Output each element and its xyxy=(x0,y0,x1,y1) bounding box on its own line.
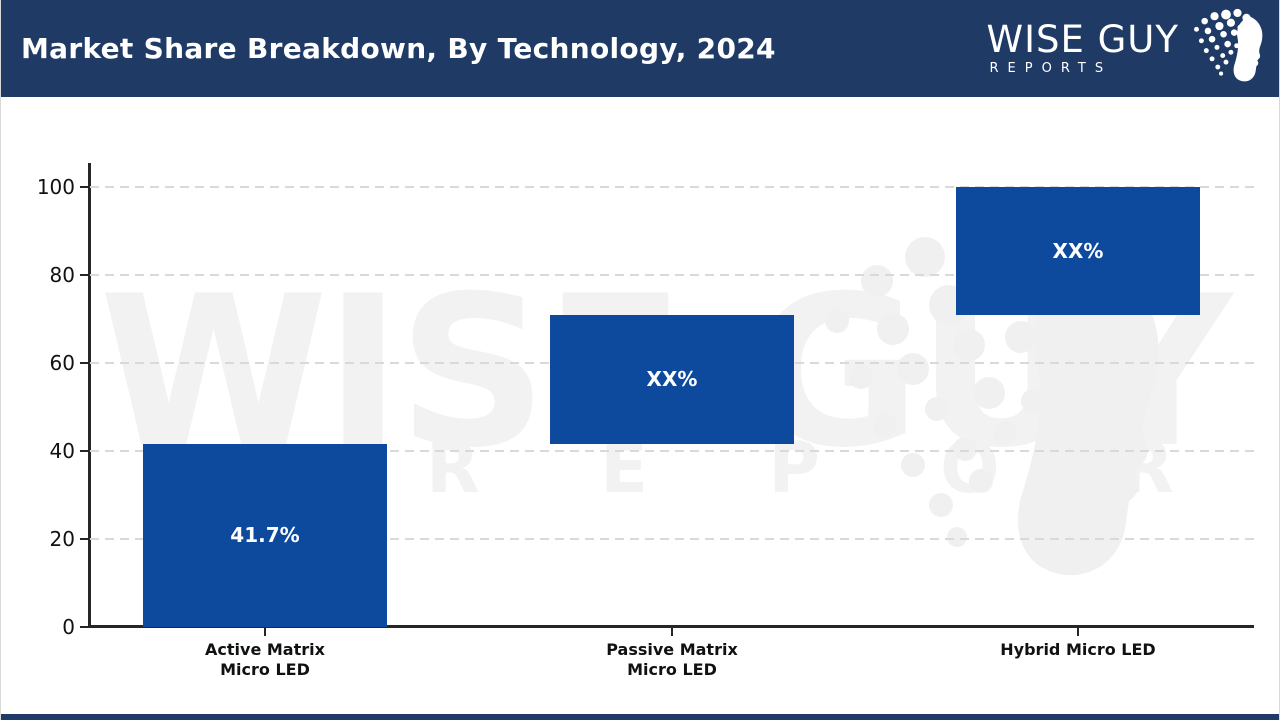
y-tick-mark xyxy=(80,274,89,276)
y-tick-label: 40 xyxy=(49,439,75,463)
brand-logo-text: WISE GUY REPORTS xyxy=(987,21,1179,76)
x-tick-label: Hybrid Micro LED xyxy=(928,640,1228,660)
y-tick-mark xyxy=(80,186,89,188)
x-tick-label-line: Hybrid Micro LED xyxy=(1000,640,1156,659)
grid-line xyxy=(90,538,1256,540)
brand-name: WISE GUY xyxy=(986,18,1179,61)
header-bar: Market Share Breakdown, By Technology, 2… xyxy=(1,0,1279,97)
grid-line xyxy=(90,274,1256,276)
plot-area: WISE GUY R E P O R T S 020406080100Activ… xyxy=(1,97,1279,714)
bar: XX% xyxy=(956,187,1200,316)
y-tick-label: 20 xyxy=(49,527,75,551)
x-tick-label-line: Active Matrix xyxy=(205,640,325,659)
page-title: Market Share Breakdown, By Technology, 2… xyxy=(21,32,776,65)
y-tick-mark xyxy=(80,450,89,452)
bar-value-label: XX% xyxy=(646,367,698,392)
x-tick-label-line: Passive Matrix xyxy=(606,640,738,659)
x-tick-mark xyxy=(264,628,266,636)
brand-face-icon xyxy=(1194,8,1263,81)
x-tick-label: Passive Matrix Micro LED xyxy=(522,640,822,680)
y-tick-mark xyxy=(80,626,89,628)
bar-value-label: 41.7% xyxy=(230,523,300,548)
y-tick-mark xyxy=(80,362,89,364)
x-tick-label: Active Matrix Micro LED xyxy=(115,640,415,680)
grid-line xyxy=(90,186,1256,188)
brand-logo: WISE GUY REPORTS xyxy=(987,7,1267,91)
bar: 41.7% xyxy=(143,443,387,627)
x-tick-mark xyxy=(1077,628,1079,636)
bar: XX% xyxy=(550,315,794,444)
y-tick-label: 80 xyxy=(49,263,75,287)
grid-line xyxy=(90,450,1256,452)
y-tick-mark xyxy=(80,538,89,540)
x-tick-label-line: Micro LED xyxy=(220,660,310,679)
y-tick-label: 60 xyxy=(49,351,75,375)
y-tick-label: 0 xyxy=(62,615,75,639)
footer-bar xyxy=(1,714,1279,720)
bar-value-label: XX% xyxy=(1052,239,1104,264)
y-axis-line xyxy=(88,163,91,627)
x-tick-label-line: Micro LED xyxy=(627,660,717,679)
y-tick-label: 100 xyxy=(36,175,75,199)
x-axis-line xyxy=(88,625,1254,628)
x-tick-mark xyxy=(671,628,673,636)
brand-subtitle: REPORTS xyxy=(989,61,1113,76)
